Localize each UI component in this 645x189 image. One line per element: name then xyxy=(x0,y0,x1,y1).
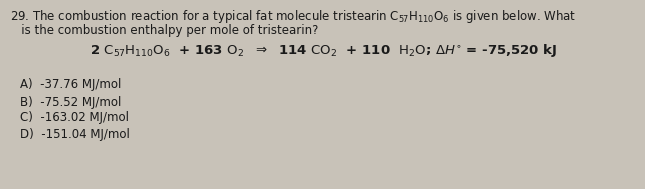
Text: 2 $\mathsf{C_{57}H_{110}O_6}$  + 163 $\mathsf{O_2}$  $\Rightarrow$  114 $\mathsf: 2 $\mathsf{C_{57}H_{110}O_6}$ + 163 $\ma… xyxy=(90,42,557,59)
Text: A)  -37.76 MJ/mol: A) -37.76 MJ/mol xyxy=(20,78,121,91)
Text: D)  -151.04 MJ/mol: D) -151.04 MJ/mol xyxy=(20,128,130,141)
Text: B)  -75.52 MJ/mol: B) -75.52 MJ/mol xyxy=(20,96,121,109)
Text: C)  -163.02 MJ/mol: C) -163.02 MJ/mol xyxy=(20,111,129,124)
Text: 29. The combustion reaction for a typical fat molecule tristearin $\mathsf{C_{57: 29. The combustion reaction for a typica… xyxy=(10,8,576,25)
Text: is the combustion enthalpy per mole of tristearin?: is the combustion enthalpy per mole of t… xyxy=(10,24,319,37)
